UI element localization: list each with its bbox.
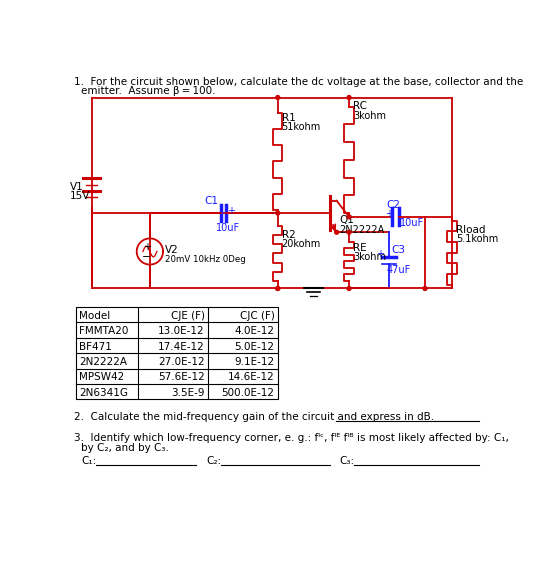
Circle shape (276, 96, 279, 99)
Text: C1: C1 (204, 196, 218, 206)
Circle shape (347, 96, 351, 99)
Text: 15V: 15V (70, 192, 90, 202)
Text: 10uF: 10uF (216, 223, 240, 233)
Text: 3kohm: 3kohm (353, 111, 386, 121)
Text: C2: C2 (386, 200, 400, 210)
Text: V1: V1 (70, 182, 84, 192)
Text: CJE (F): CJE (F) (171, 311, 205, 321)
Text: 3.  Identify which low-frequency corner, e. g.: fᴵᶜ, fᴵᴱ fᴵᴮ is most likely affe: 3. Identify which low-frequency corner, … (74, 433, 509, 443)
Bar (76, 307, 278, 399)
Text: C3: C3 (391, 245, 405, 255)
Text: 5.0E-12: 5.0E-12 (235, 342, 275, 352)
Text: CJC (F): CJC (F) (240, 311, 275, 321)
Text: 3.5E-9: 3.5E-9 (172, 388, 205, 398)
Text: −: − (142, 252, 151, 262)
Circle shape (276, 286, 279, 290)
Text: C₃:: C₃: (340, 456, 355, 466)
Text: 1.  For the circuit shown below, calculate the dc voltage at the base, collector: 1. For the circuit shown below, calculat… (74, 76, 523, 86)
Text: 17.4E-12: 17.4E-12 (158, 342, 205, 352)
Text: MPSW42: MPSW42 (79, 372, 124, 382)
Text: 5.1kohm: 5.1kohm (456, 234, 498, 244)
Text: 4.0E-12: 4.0E-12 (235, 326, 275, 336)
Text: +: + (376, 249, 384, 259)
Text: 2N6341G: 2N6341G (79, 388, 128, 398)
Circle shape (276, 286, 279, 290)
Text: R1: R1 (282, 113, 295, 123)
Circle shape (276, 211, 279, 215)
Text: 2.  Calculate the mid-frequency gain of the circuit and express in dB.: 2. Calculate the mid-frequency gain of t… (74, 412, 434, 422)
Text: 500.0E-12: 500.0E-12 (221, 388, 275, 398)
Text: 27.0E-12: 27.0E-12 (158, 357, 205, 367)
Text: R2: R2 (282, 230, 295, 240)
Text: 20kohm: 20kohm (282, 239, 321, 249)
Circle shape (423, 286, 427, 290)
Text: 57.6E-12: 57.6E-12 (158, 372, 205, 382)
Text: V2: V2 (165, 245, 179, 255)
Text: +: + (143, 242, 151, 252)
Circle shape (347, 215, 351, 219)
Text: RE: RE (353, 243, 367, 253)
Text: 13.0E-12: 13.0E-12 (158, 326, 205, 336)
Text: Rload: Rload (456, 225, 486, 235)
Circle shape (335, 230, 339, 234)
Text: by C₂, and by C₃.: by C₂, and by C₃. (81, 443, 169, 453)
Text: +: + (227, 206, 236, 216)
Text: 47uF: 47uF (386, 265, 410, 275)
Circle shape (347, 286, 351, 290)
Text: RC: RC (353, 101, 367, 111)
Text: 3kohm: 3kohm (353, 252, 386, 262)
Text: +: + (385, 209, 393, 219)
Text: Model: Model (79, 311, 111, 321)
Text: 51kohm: 51kohm (282, 122, 321, 132)
Text: Q1: Q1 (340, 215, 355, 225)
Text: C₁:: C₁: (81, 456, 96, 466)
Text: 20mV 10kHz 0Deg: 20mV 10kHz 0Deg (165, 255, 246, 265)
Text: 2N2222A: 2N2222A (340, 225, 385, 235)
Text: 2N2222A: 2N2222A (79, 357, 127, 367)
Circle shape (347, 230, 351, 234)
Text: BF471: BF471 (79, 342, 112, 352)
Text: emitter.  Assume β = 100.: emitter. Assume β = 100. (81, 86, 215, 96)
Text: 10uF: 10uF (400, 218, 424, 228)
Text: C₂:: C₂: (207, 456, 221, 466)
Text: 14.6E-12: 14.6E-12 (228, 372, 275, 382)
Text: 9.1E-12: 9.1E-12 (235, 357, 275, 367)
Text: FMMTA20: FMMTA20 (79, 326, 129, 336)
